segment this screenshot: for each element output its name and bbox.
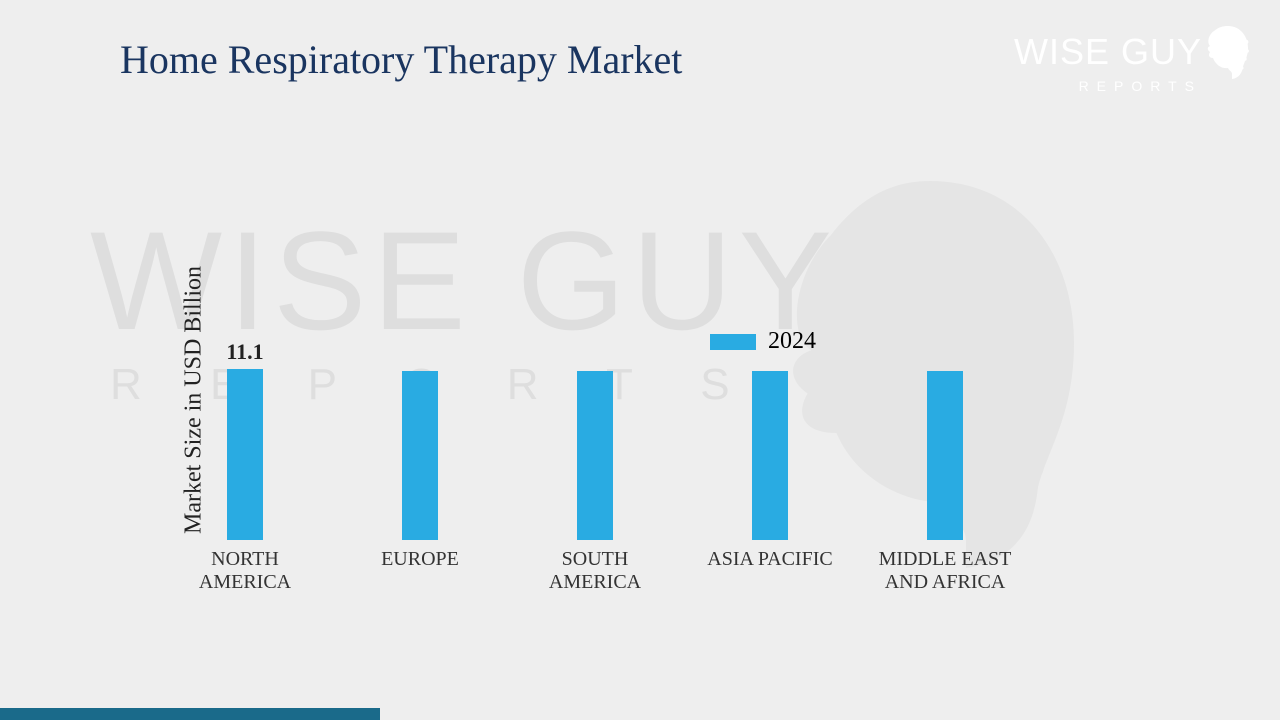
bottom-accent-bar [0, 708, 380, 720]
bar [402, 371, 438, 540]
bar [577, 371, 613, 540]
category-label: NORTH AMERICA [175, 548, 315, 594]
plot-area: 2024 11.1NORTH AMERICA EUROPE SOUTH AMERIC… [150, 140, 990, 540]
bar [227, 369, 263, 540]
bar-group: EUROPE [402, 371, 438, 540]
page-root: WISE GUY R E P O R T S Home Respiratory … [0, 0, 1280, 720]
brand-logo-main: WISE GUY [1014, 34, 1202, 70]
category-label: EUROPE [350, 548, 490, 571]
legend: 2024 [710, 328, 816, 355]
brand-head-icon [1206, 24, 1254, 80]
legend-swatch [710, 334, 756, 350]
legend-label: 2024 [768, 328, 816, 355]
category-label: SOUTH AMERICA [525, 548, 665, 594]
bar [927, 371, 963, 540]
brand-logo: WISE GUY REPORTS [1004, 24, 1254, 94]
chart-area: Market Size in USD Billion 2024 11.1NORT… [70, 140, 990, 660]
bar [752, 371, 788, 540]
bar-group: MIDDLE EAST AND AFRICA [927, 371, 963, 540]
category-label: ASIA PACIFIC [700, 548, 840, 571]
bar-group: 11.1NORTH AMERICA [227, 339, 263, 540]
bar-group: SOUTH AMERICA [577, 371, 613, 540]
bar-group: ASIA PACIFIC [752, 371, 788, 540]
bar-value-label: 11.1 [226, 339, 263, 365]
category-label: MIDDLE EAST AND AFRICA [875, 548, 1015, 594]
chart-title: Home Respiratory Therapy Market [120, 36, 682, 83]
brand-logo-sub: REPORTS [1004, 78, 1202, 94]
